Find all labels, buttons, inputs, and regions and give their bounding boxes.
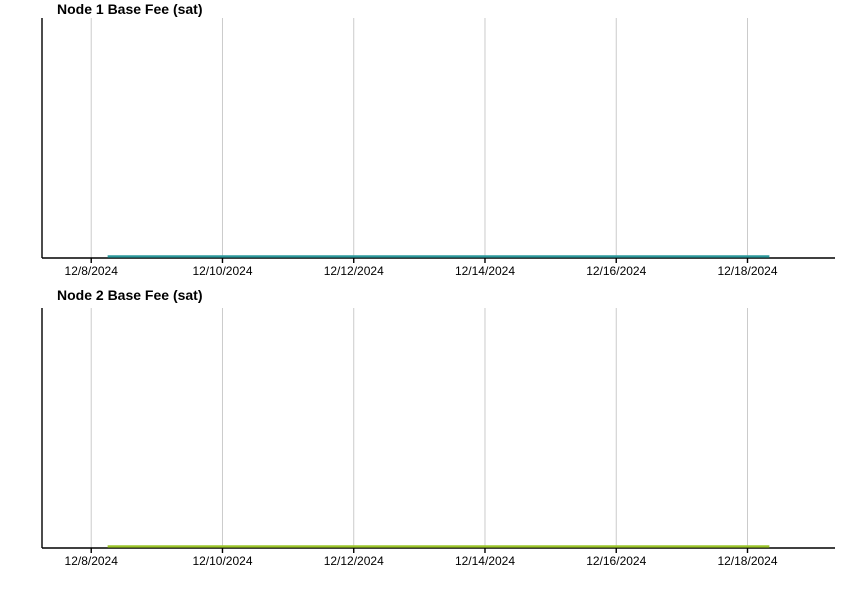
x-tick-label: 12/12/2024 <box>324 554 384 568</box>
chart-node-1-base-fee: Node 1 Base Fee (sat) 12/8/2024 12/10/202… <box>0 0 860 285</box>
chart-plot-node-2: 12/8/2024 12/10/2024 12/12/2024 12/14/2024 1… <box>41 308 835 568</box>
chart-node-2-base-fee: Node 2 Base Fee (sat) 12/8/2024 12/10/202… <box>0 285 860 600</box>
x-tick-label: 12/12/2024 <box>324 264 384 278</box>
x-tick-label: 12/10/2024 <box>192 264 252 278</box>
x-tick-label: 12/10/2024 <box>192 554 252 568</box>
chart-title-node-1: Node 1 Base Fee (sat) <box>57 1 203 17</box>
x-tick-label: 12/18/2024 <box>717 554 777 568</box>
x-tick-label: 12/16/2024 <box>586 554 646 568</box>
x-tick-label: 12/8/2024 <box>65 264 119 278</box>
x-tick-label: 12/8/2024 <box>65 554 119 568</box>
chart-plot-node-1: 12/8/2024 12/10/2024 12/12/2024 12/14/2024 1… <box>41 18 835 278</box>
x-tick-label: 12/14/2024 <box>455 264 515 278</box>
x-tick-label: 12/16/2024 <box>586 264 646 278</box>
x-tick-label: 12/14/2024 <box>455 554 515 568</box>
chart-title-node-2: Node 2 Base Fee (sat) <box>57 287 203 303</box>
x-tick-label: 12/18/2024 <box>717 264 777 278</box>
